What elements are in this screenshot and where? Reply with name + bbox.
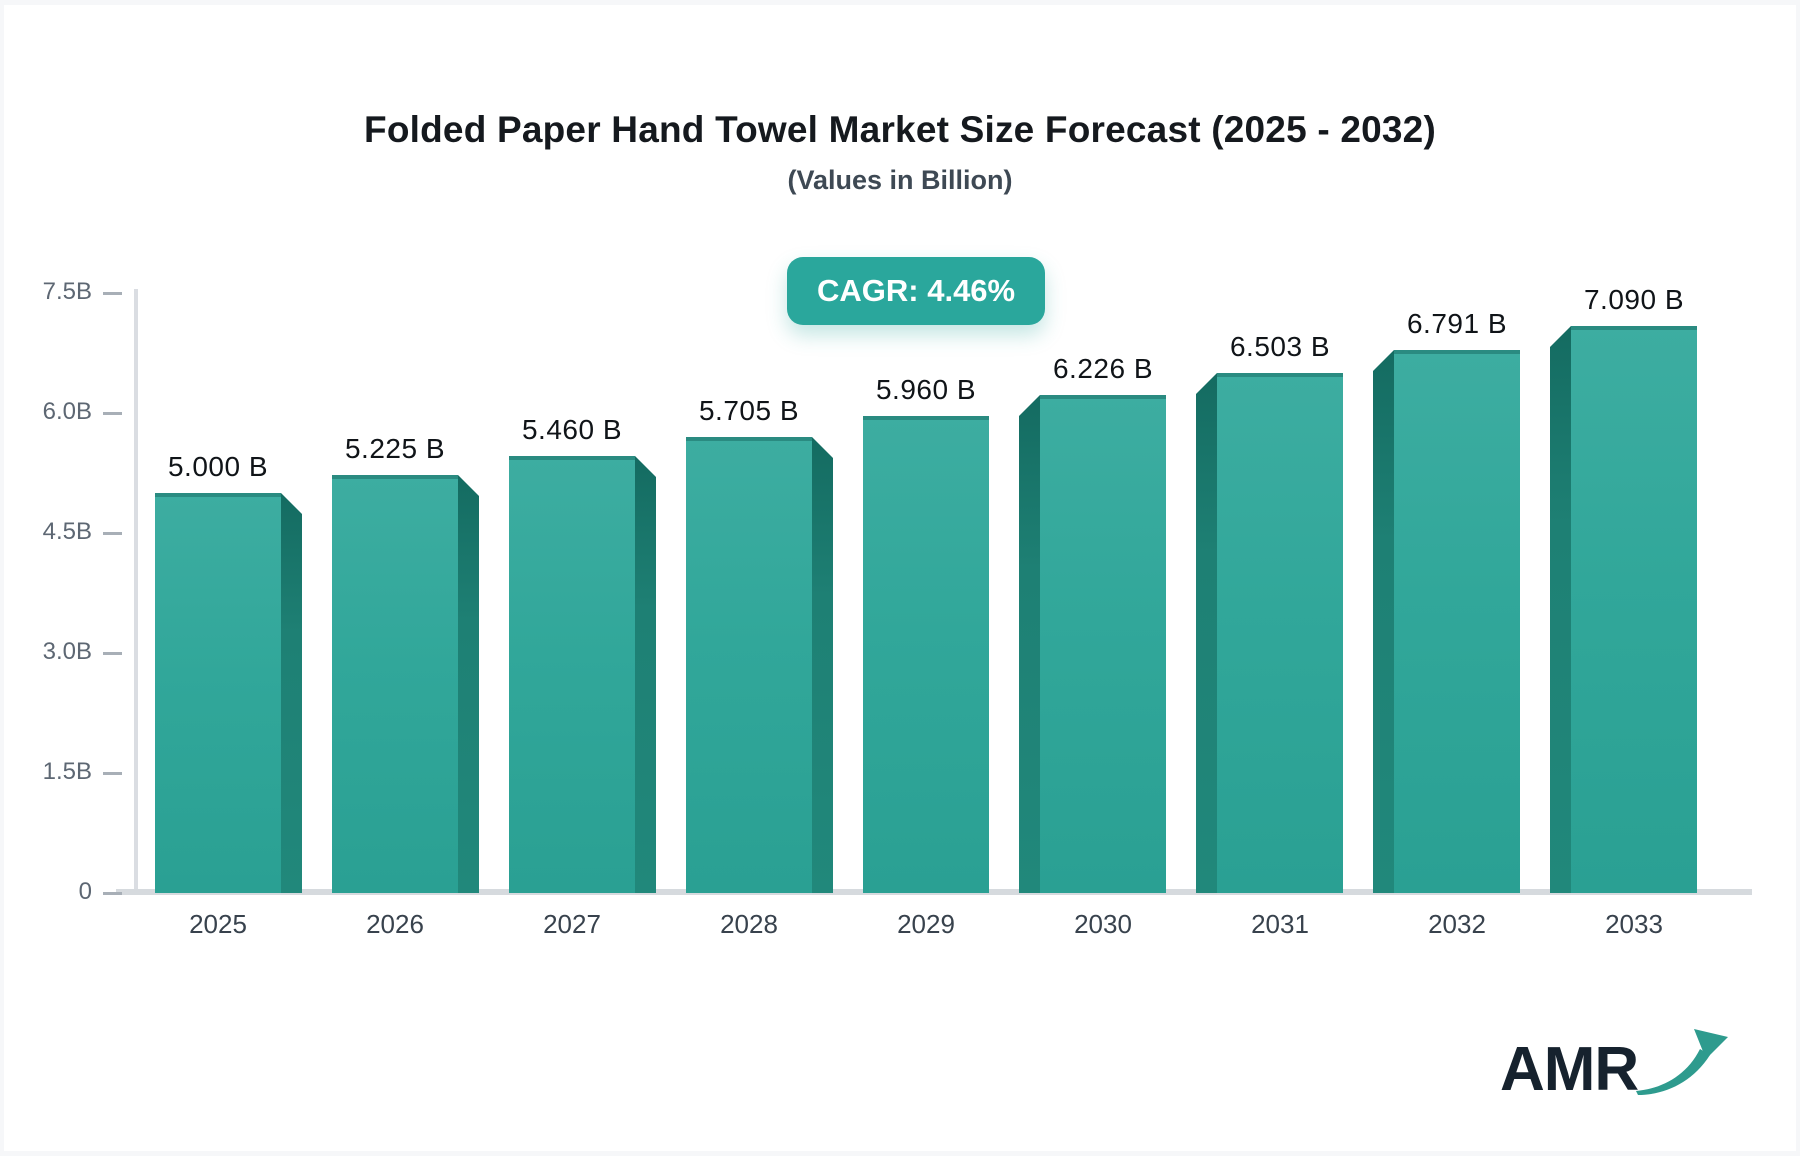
bar-value-label: 5.000 B — [167, 451, 269, 482]
bar-face — [1217, 373, 1343, 893]
y-tick-label: 0 — [78, 878, 92, 905]
chart-subtitle: (Values in Billion) — [787, 165, 1013, 195]
y-tick-mark — [103, 892, 122, 895]
bar-2032: 6.791 B 2032 — [1373, 308, 1520, 939]
bar-2027: 5.460 B 2027 — [509, 414, 656, 939]
y-tick-label: 7.5B — [42, 278, 92, 305]
x-axis-label: 2029 — [897, 909, 955, 939]
bar-value-label: 5.705 B — [698, 395, 800, 426]
y-tick-label: 1.5B — [42, 758, 92, 785]
y-tick-label: 3.0B — [42, 638, 92, 665]
bar-value-label: 5.225 B — [344, 433, 446, 464]
bar-3d-side — [812, 437, 833, 893]
bar-face — [1394, 350, 1520, 893]
y-tick-mark — [103, 652, 122, 655]
y-axis-line — [134, 289, 138, 893]
x-axis-label: 2030 — [1074, 909, 1132, 939]
bar-3d-side — [1019, 395, 1040, 893]
bar-2029: 5.960 B 2029 — [863, 374, 989, 939]
bar-2028: 5.705 B 2028 — [686, 395, 833, 939]
bar-3d-side — [635, 456, 656, 893]
bar-face — [155, 493, 281, 893]
bar-value-label: 7.090 B — [1583, 284, 1685, 315]
bar-value-label: 6.791 B — [1406, 308, 1508, 339]
bar-value-label: 6.226 B — [1052, 353, 1154, 384]
y-tick-mark — [103, 292, 122, 295]
growth-arrow-icon — [1636, 1029, 1728, 1095]
bar-2026: 5.225 B 2026 — [332, 433, 479, 939]
bar-face — [863, 416, 989, 893]
bar-3d-side — [458, 475, 479, 893]
bar-2030: 6.226 B 2030 — [1019, 353, 1166, 939]
x-axis-label: 2026 — [366, 909, 424, 939]
x-axis-label: 2033 — [1605, 909, 1663, 939]
bar-2031: 6.503 B 2031 — [1196, 331, 1343, 939]
x-axis-label: 2028 — [720, 909, 778, 939]
bar-3d-side — [1550, 326, 1571, 893]
bar-face — [332, 475, 458, 893]
amr-logo: AMR — [1500, 1023, 1730, 1107]
bar-value-label: 5.960 B — [875, 374, 977, 405]
bar-2033: 7.090 B 2033 — [1550, 284, 1697, 939]
x-axis-label: 2031 — [1251, 909, 1309, 939]
bar-value-label: 5.460 B — [521, 414, 623, 445]
bar-face — [509, 456, 635, 893]
amr-logo-text: AMR — [1500, 1035, 1639, 1104]
bar-3d-side — [1196, 373, 1217, 893]
bar-face — [1040, 395, 1166, 893]
bar-2025: 5.000 B 2025 — [155, 451, 302, 939]
chart-title: Folded Paper Hand Towel Market Size Fore… — [364, 109, 1436, 150]
y-tick-mark — [103, 532, 122, 535]
y-tick-label: 6.0B — [42, 398, 92, 425]
x-axis-label: 2025 — [189, 909, 247, 939]
y-tick-mark — [103, 772, 122, 775]
bar-face — [686, 437, 812, 893]
y-tick-mark — [103, 412, 122, 415]
bar-value-label: 6.503 B — [1229, 331, 1331, 362]
bar-3d-side — [281, 493, 302, 893]
cagr-badge: CAGR: 4.46% — [787, 257, 1046, 325]
bar-face — [1571, 326, 1697, 893]
x-axis-label: 2032 — [1428, 909, 1486, 939]
y-tick-label: 4.5B — [42, 518, 92, 545]
chart-card: Folded Paper Hand Towel Market Size Fore… — [4, 5, 1796, 1151]
x-axis-label: 2027 — [543, 909, 601, 939]
bar-3d-side — [1373, 350, 1394, 893]
